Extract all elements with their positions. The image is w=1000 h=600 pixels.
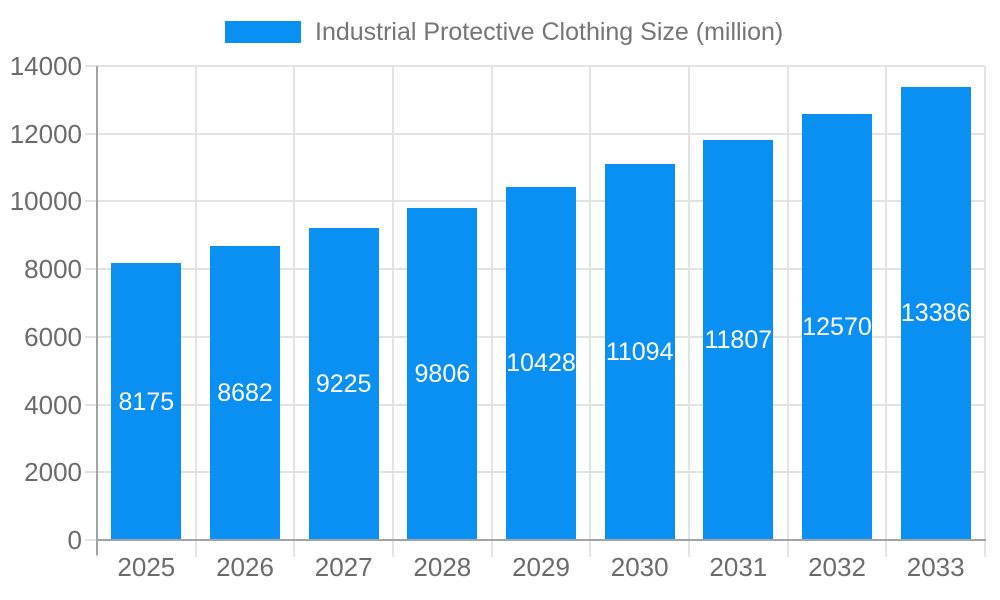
y-tick-label: 12000 [9, 118, 82, 149]
bar-value-label: 13386 [900, 299, 971, 328]
gridline-vertical [688, 66, 690, 557]
y-axis-tick [85, 268, 97, 271]
bar-2025[interactable] [111, 263, 182, 540]
bar-value-label: 8175 [118, 387, 175, 416]
x-tick-label: 2033 [906, 552, 965, 582]
bar-2032[interactable] [802, 114, 872, 540]
gridline-horizontal [97, 65, 985, 67]
y-axis-tick [85, 335, 97, 338]
gridline-vertical [984, 66, 986, 557]
bar-value-label: 9225 [315, 369, 372, 398]
y-tick-label: 2000 [24, 457, 82, 488]
gridline-vertical [194, 66, 197, 557]
y-axis-tick [85, 539, 97, 541]
bar-value-label: 12570 [802, 313, 872, 342]
bar-2030[interactable] [604, 164, 675, 540]
y-tick-label: 14000 [9, 51, 82, 81]
x-tick-label: 2028 [413, 552, 472, 582]
gridline-vertical [490, 66, 493, 557]
legend-label[interactable]: Industrial Protective Clothing Size (mil… [315, 18, 784, 46]
y-axis-line [96, 66, 98, 555]
gridline-vertical [589, 66, 592, 557]
x-tick-label: 2025 [117, 552, 176, 582]
gridline-vertical [885, 66, 888, 557]
y-tick-label: 6000 [24, 321, 82, 352]
gridline-vertical [392, 66, 394, 557]
y-axis-tick [85, 132, 97, 135]
bar-2029[interactable] [506, 186, 576, 540]
gridline-vertical [293, 66, 296, 557]
x-tick-label: 2027 [314, 552, 373, 582]
gridline-vertical [786, 66, 789, 557]
bar-value-label: 11094 [605, 338, 674, 367]
legend: Industrial Protective Clothing Size (mil… [0, 0, 1000, 55]
bar-2033[interactable] [900, 86, 971, 540]
y-axis-tick [85, 200, 97, 203]
x-tick-label: 2029 [512, 552, 570, 582]
x-tick-label: 2026 [216, 552, 274, 582]
x-tick-label: 2031 [709, 552, 768, 582]
gridline-horizontal [97, 132, 985, 135]
bar-2027[interactable] [308, 227, 379, 540]
y-tick-label: 0 [67, 525, 82, 555]
legend-swatch[interactable] [225, 21, 301, 43]
x-axis-line [96, 539, 986, 541]
y-tick-label: 8000 [24, 254, 82, 285]
y-axis-tick [85, 65, 97, 67]
bar-value-label: 9806 [414, 359, 471, 388]
y-tick-label: 10000 [9, 186, 82, 217]
y-axis-tick [85, 403, 97, 406]
x-tick-label: 2032 [808, 552, 866, 582]
bar-value-label: 10428 [506, 349, 576, 378]
bar-2026[interactable] [210, 246, 280, 540]
bar-value-label: 11807 [704, 326, 773, 355]
y-axis-tick [85, 471, 97, 474]
x-tick-label: 2030 [610, 552, 669, 582]
bar-2031[interactable] [703, 140, 774, 540]
bar-value-label: 8682 [217, 379, 273, 408]
bar-2028[interactable] [407, 207, 478, 540]
y-tick-label: 4000 [24, 389, 82, 420]
